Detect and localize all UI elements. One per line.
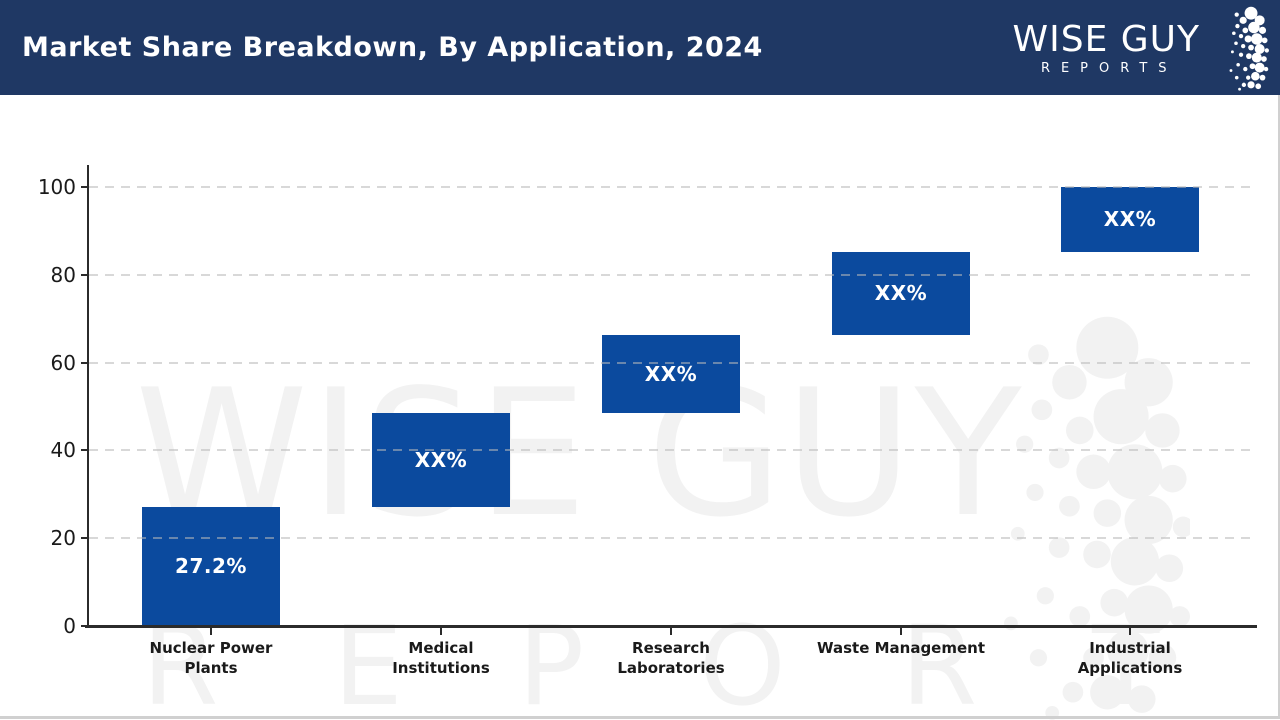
y-tick-0	[81, 625, 88, 627]
logo-wordmark: WISE GUY	[1012, 19, 1200, 60]
y-tick-80	[81, 273, 88, 276]
y-tick-label-40: 40	[50, 438, 76, 463]
x-tick-nuclear-power-plants	[210, 627, 212, 635]
logo-head-icon	[1229, 6, 1269, 91]
wise-guy-logo: WISE GUY REPORTS	[1013, 4, 1272, 92]
category-label-nuclear-power-plants: Nuclear Power Plants	[149, 639, 273, 677]
bar-segment-medical-institutions: XX%	[372, 412, 510, 507]
gridline-40	[89, 449, 1256, 452]
watermark-wordmark: WISE GUY	[135, 353, 1024, 556]
gridline-100	[89, 186, 1256, 188]
bar-segment-research-laboratories: XX%	[602, 334, 740, 413]
y-tick-label-100: 100	[37, 175, 76, 199]
bar-value-label-waste-management: XX%	[874, 281, 928, 306]
logo-text: WISE GUY REPORTS	[1012, 19, 1201, 77]
bar-value-label-medical-institutions: XX%	[414, 447, 468, 472]
y-tick-label-80: 80	[50, 262, 76, 287]
y-axis-line	[87, 165, 89, 627]
x-tick-medical-institutions	[440, 627, 442, 635]
page-title: Market Share Breakdown, By Application, …	[22, 32, 763, 63]
y-tick-100	[81, 186, 88, 188]
gridline-20	[89, 537, 1256, 540]
y-tick-label-60: 60	[50, 350, 76, 375]
x-tick-waste-management	[900, 627, 902, 635]
y-tick-20	[81, 537, 88, 540]
x-tick-research-laboratories	[670, 627, 672, 635]
category-label-industrial-applications: Industrial Applications	[1077, 639, 1183, 677]
page-right-border	[1278, 95, 1280, 717]
category-label-research-laboratories: Research Laboratories	[617, 639, 725, 677]
bar-segment-waste-management: XX%	[832, 251, 970, 335]
bar-segment-nuclear-power-plants: 27.2%	[142, 506, 280, 626]
bar-value-label-research-laboratories: XX%	[644, 361, 698, 386]
y-tick-label-0: 0	[63, 614, 76, 638]
bar-segment-industrial-applications: XX%	[1061, 187, 1199, 252]
page-bottom-border	[0, 716, 1280, 719]
category-label-medical-institutions: Medical Institutions	[392, 639, 490, 677]
logo-subtext: REPORTS	[1040, 61, 1178, 76]
bar-value-label-nuclear-power-plants: 27.2%	[175, 554, 247, 579]
x-tick-industrial-applications	[1129, 627, 1131, 635]
category-label-waste-management: Waste Management	[816, 639, 986, 657]
y-tick-label-20: 20	[50, 526, 76, 551]
y-tick-40	[81, 449, 88, 452]
gridline-80	[89, 273, 1256, 276]
gridline-60	[89, 361, 1256, 364]
y-tick-60	[81, 361, 88, 364]
bar-value-label-industrial-applications: XX%	[1103, 207, 1157, 232]
x-axis-line	[85, 625, 1257, 628]
header-banner: Market Share Breakdown, By Application, …	[0, 0, 1280, 95]
